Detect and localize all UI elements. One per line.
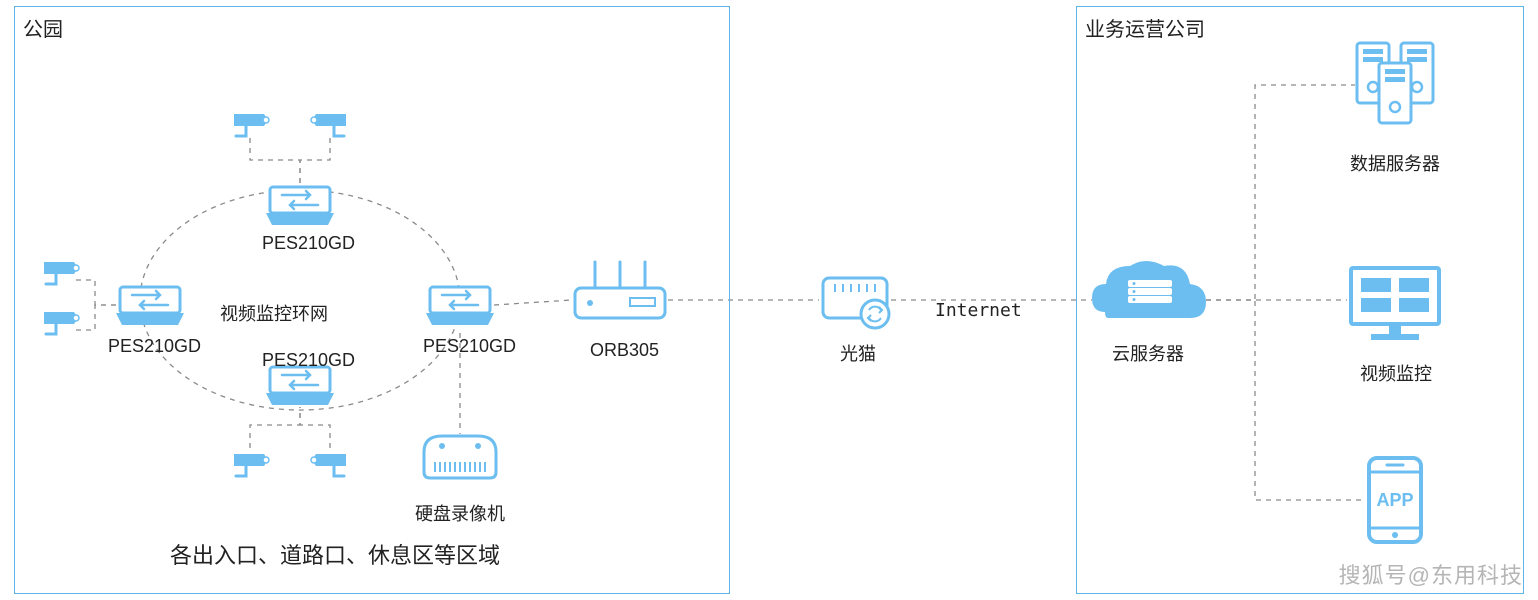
data-server-label: 数据服务器	[1350, 150, 1440, 176]
modem-icon	[823, 278, 889, 328]
modem-label: 光猫	[840, 340, 876, 366]
pes-top-label: PES210GD	[262, 233, 355, 254]
pes-bottom-label: PES210GD	[262, 350, 355, 371]
video-monitor-label: 视频监控	[1360, 360, 1432, 386]
nvr-label: 硬盘录像机	[415, 500, 505, 526]
park-title: 公园	[23, 13, 63, 42]
pes-left-label: PES210GD	[108, 336, 201, 357]
park-box: 公园	[14, 6, 730, 594]
company-title: 业务运营公司	[1085, 13, 1205, 42]
bottom-desc: 各出入口、道路口、休息区等区域	[170, 538, 500, 570]
watermark: 搜狐号@东用科技	[1339, 558, 1523, 590]
ring-label: 视频监控环网	[220, 300, 328, 326]
cloud-label: 云服务器	[1112, 340, 1184, 366]
orb305-label: ORB305	[590, 340, 659, 361]
pes-right-label: PES210GD	[423, 336, 516, 357]
company-box: 业务运营公司	[1076, 6, 1524, 594]
internet-label: Internet	[935, 300, 1022, 321]
